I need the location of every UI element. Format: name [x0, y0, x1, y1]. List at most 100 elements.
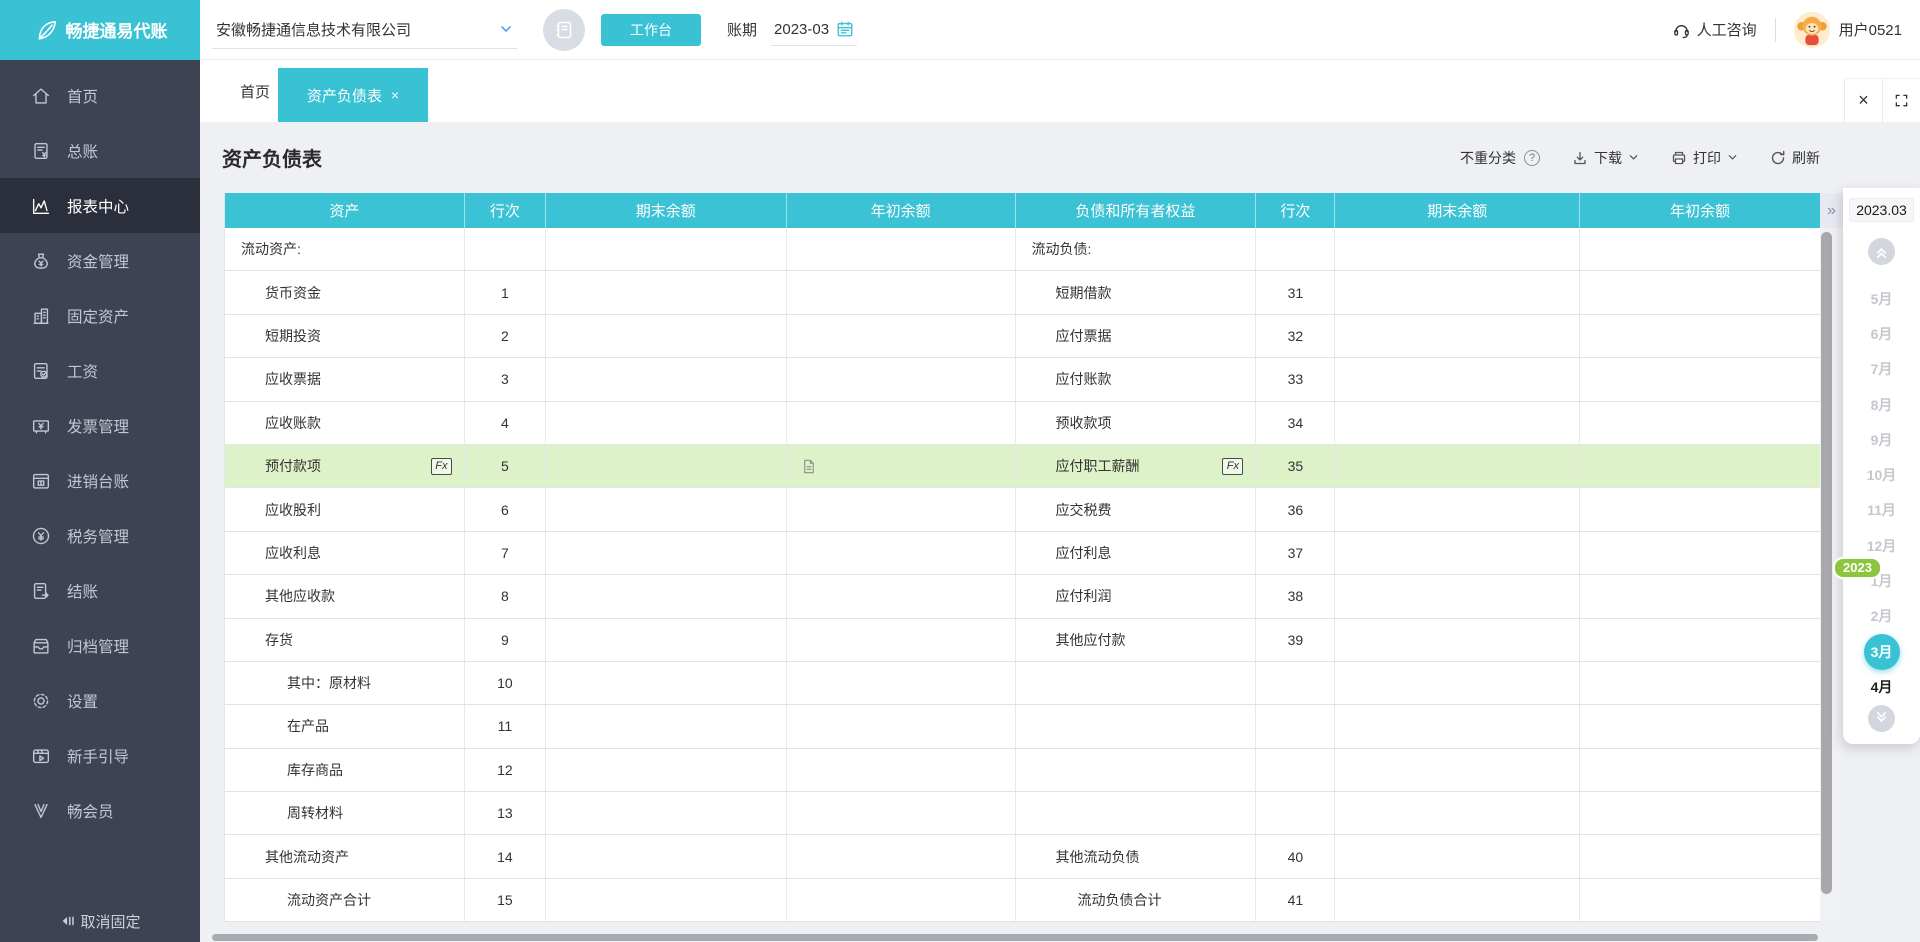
user-avatar[interactable]: [1793, 11, 1830, 48]
sidebar-item-inventory[interactable]: 进销台账: [0, 453, 200, 508]
cell-asset-ending-balance: [546, 792, 787, 835]
sidebar-item-assets[interactable]: 固定资产: [0, 288, 200, 343]
column-header: 期末余额: [1335, 193, 1581, 228]
guide-icon: [30, 745, 52, 767]
scroll-months-down-button[interactable]: [1868, 704, 1895, 732]
sidebar-item-funds[interactable]: 资金管理: [0, 233, 200, 288]
vertical-scrollbar-thumb[interactable]: [1821, 232, 1832, 894]
sidebar-item-guide[interactable]: 新手引导: [0, 728, 200, 783]
cell-asset-ending-balance: [546, 835, 787, 878]
current-period-display[interactable]: 2023.03: [1849, 198, 1914, 222]
cell-liability-ending-balance: [1335, 878, 1581, 922]
formula-edit-icon[interactable]: Fx: [430, 457, 452, 475]
reclassify-toggle[interactable]: 不重分类 ?: [1460, 148, 1540, 168]
sidebar-item-closing[interactable]: 结账: [0, 563, 200, 618]
user-name[interactable]: 用户0521: [1838, 22, 1902, 39]
table-row[interactable]: 其他流动资产 14 其他流动负债 40: [225, 835, 1820, 879]
table-row[interactable]: 其他应收款 8 应付利润 38: [225, 575, 1820, 619]
top-bar-right: 人工咨询 用户0521: [1672, 11, 1920, 48]
cell-liability-line-number: [1256, 661, 1336, 705]
cell-asset-line-number: 15: [465, 878, 546, 922]
table-row[interactable]: 在产品 11: [225, 705, 1820, 749]
table-row[interactable]: 流动资产合计 15 流动负债合计 41: [225, 878, 1820, 923]
attachment-note-icon[interactable]: [800, 458, 817, 475]
cell-liability-line-number: 40: [1256, 835, 1336, 878]
cell-asset-ending-balance: [546, 228, 787, 271]
table-row[interactable]: 应收利息 7 应付利息 37: [225, 531, 1820, 576]
account-label: 周转材料: [287, 805, 343, 822]
calendar-icon[interactable]: [836, 20, 854, 38]
table-row[interactable]: 存货 9 其他应付款 39: [225, 618, 1820, 662]
tab-close-icon[interactable]: ×: [390, 87, 400, 103]
unpin-sidebar-button[interactable]: 取消固定: [0, 906, 200, 936]
help-icon[interactable]: ?: [1524, 149, 1540, 166]
workbench-button[interactable]: 工作台: [601, 13, 701, 46]
account-label: 其他流动负债: [1055, 848, 1140, 865]
cell-liability-beginning-balance: [1580, 358, 1820, 400]
formula-edit-icon[interactable]: Fx: [1222, 457, 1244, 475]
cell-liability-ending-balance: [1335, 401, 1581, 444]
voucher-journal-icon[interactable]: [543, 8, 585, 51]
sidebar-item-invoice[interactable]: 发票管理: [0, 398, 200, 453]
month-item-10月: 10月: [1843, 457, 1920, 492]
table-row[interactable]: 应收票据 3 应付账款 33: [225, 358, 1820, 402]
table-row[interactable]: 货币资金 1 短期借款 31: [225, 271, 1820, 315]
close-all-tabs-button[interactable]: ×: [1844, 78, 1882, 122]
cell-asset-ending-balance: [546, 488, 787, 531]
collapse-panel-button[interactable]: »: [1820, 193, 1843, 228]
month-item-3月[interactable]: 3月: [1843, 633, 1920, 670]
sidebar-item-report[interactable]: 报表中心: [0, 178, 200, 233]
sidebar-item-ledger[interactable]: 总账: [0, 123, 200, 178]
tab-balance-sheet[interactable]: 资产负债表 ×: [278, 68, 428, 122]
download-button[interactable]: 下载: [1572, 148, 1639, 168]
cell-asset-ending-balance: [546, 444, 787, 488]
cell-liability-ending-balance: [1335, 748, 1581, 792]
sidebar-item-home[interactable]: 首页: [0, 68, 200, 123]
tab-home[interactable]: 首页: [218, 60, 292, 122]
column-header: 资产: [225, 193, 465, 228]
cell-liability-beginning-balance: [1580, 792, 1820, 834]
cell-asset-name: 其中：原材料: [225, 661, 465, 705]
sidebar-item-settings[interactable]: 设置: [0, 673, 200, 728]
ledger-icon: [30, 140, 52, 162]
selected-month[interactable]: 3月: [1863, 633, 1900, 670]
chevron-down-icon: [1629, 155, 1638, 160]
sidebar-menu: 首页 总账 报表中心 资金管理 固定资产 工资 发票管理 进销台账 税务管理 结账 归档管理 设置 新手…: [0, 60, 200, 838]
cell-liability-line-number: 38: [1256, 575, 1336, 618]
scroll-months-up-button[interactable]: [1868, 238, 1895, 265]
vertical-scrollbar[interactable]: [1820, 228, 1843, 922]
cell-liability-name: 流动负债:: [1016, 228, 1257, 271]
cell-liability-line-number: [1256, 228, 1336, 271]
refresh-button[interactable]: 刷新: [1770, 148, 1820, 168]
period-side-panel: 2023.03 5月 6月 7月 8月 9月 10月 11月 12月 1月 2月 3月 4月 2023: [1833, 188, 1920, 744]
cell-asset-ending-balance: [546, 271, 787, 314]
cell-liability-name: 其他应付款: [1016, 618, 1257, 661]
support-link[interactable]: 人工咨询: [1672, 19, 1757, 40]
month-item-4月[interactable]: 4月: [1843, 669, 1920, 704]
sidebar-item-salary[interactable]: 工资: [0, 343, 200, 398]
sidebar-item-archive[interactable]: 归档管理: [0, 618, 200, 673]
home-icon: [30, 85, 52, 107]
sidebar-item-tax[interactable]: 税务管理: [0, 508, 200, 563]
month-label: 2月: [1870, 608, 1893, 625]
table-row[interactable]: 流动资产: 流动负债:: [225, 228, 1820, 272]
table-row[interactable]: 库存商品 12: [225, 748, 1820, 793]
cell-asset-name: 应收股利: [225, 488, 465, 531]
period-picker[interactable]: 2023-03: [771, 13, 858, 46]
sidebar-item-member[interactable]: 畅会员: [0, 783, 200, 838]
fullscreen-button[interactable]: [1882, 78, 1920, 122]
table-row-highlighted[interactable]: 预付款项 Fx 5 应付职工薪酬 Fx 35: [225, 444, 1820, 489]
print-button[interactable]: 打印: [1671, 148, 1738, 168]
company-selector[interactable]: 安徽畅捷通信息技术有限公司: [212, 11, 517, 49]
cell-liability-beginning-balance: [1580, 749, 1820, 791]
table-row[interactable]: 应收股利 6 应交税费 36: [225, 488, 1820, 532]
table-row[interactable]: 其中：原材料 10: [225, 661, 1820, 706]
table-row[interactable]: 应收账款 4 预收款项 34: [225, 401, 1820, 445]
table-row[interactable]: 短期投资 2 应付票据 32: [225, 314, 1820, 359]
settings-icon: [30, 690, 52, 712]
cell-asset-name: 其他应收款: [225, 575, 465, 618]
table-row[interactable]: 周转材料 13: [225, 792, 1820, 836]
cell-asset-name: 流动资产合计: [225, 878, 465, 922]
cell-asset-ending-balance: [546, 705, 787, 748]
horizontal-scrollbar-thumb[interactable]: [212, 934, 1818, 941]
